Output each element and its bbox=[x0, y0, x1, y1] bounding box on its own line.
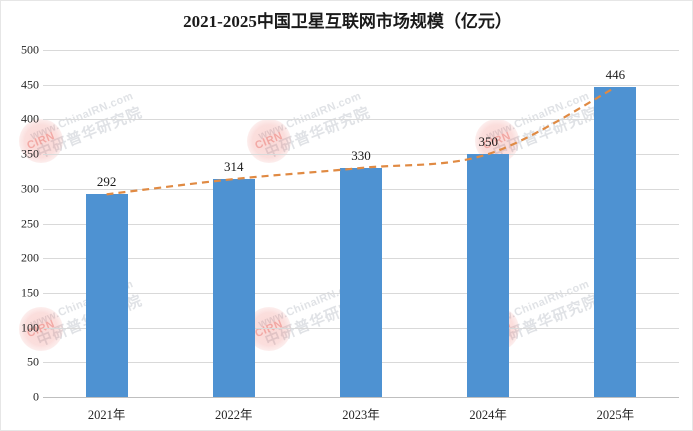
y-axis-tick-label: 150 bbox=[21, 285, 39, 300]
x-axis-tick-label: 2021年 bbox=[87, 408, 126, 422]
gridline bbox=[43, 119, 679, 121]
gridline bbox=[43, 84, 679, 86]
bar-value-label: 292 bbox=[96, 174, 117, 190]
bar[interactable] bbox=[85, 194, 128, 397]
bar-value-label: 350 bbox=[478, 134, 498, 150]
y-axis-tick-label: 400 bbox=[21, 111, 39, 126]
y-axis-tick-label: 0 bbox=[33, 389, 39, 404]
bar-value-label: 330 bbox=[351, 147, 371, 163]
x-axis: 2021年 2022年 2023年 2024年 2025年 bbox=[43, 400, 679, 428]
y-axis: 0 50 100 150 200 250 300 350 400 450 500 bbox=[1, 43, 39, 404]
x-axis-tick-label: 2022年 bbox=[215, 408, 253, 422]
y-axis-tick-label: 50 bbox=[27, 354, 39, 369]
plot-area: 292 314 330 350 446 bbox=[43, 50, 679, 398]
x-axis-tick-label: 2023年 bbox=[342, 408, 380, 422]
bar[interactable] bbox=[467, 154, 510, 397]
y-axis-tick-label: 350 bbox=[21, 146, 39, 161]
bar[interactable] bbox=[594, 87, 637, 397]
bar[interactable] bbox=[340, 167, 382, 397]
gridline bbox=[43, 50, 679, 51]
y-axis-tick-label: 500 bbox=[21, 42, 39, 57]
y-axis-tick-label: 450 bbox=[21, 77, 39, 92]
bar-value-label: 314 bbox=[224, 159, 244, 175]
bar[interactable] bbox=[212, 179, 255, 397]
x-axis-tick-label: 2024年 bbox=[469, 408, 507, 422]
chart-title: 2021-2025中国卫星互联网市场规模（亿元） bbox=[183, 12, 512, 31]
y-axis-tick-label: 300 bbox=[21, 181, 39, 196]
y-axis-tick-label: 200 bbox=[21, 250, 39, 265]
bar-value-label: 446 bbox=[605, 67, 626, 83]
y-axis-tick-label: 250 bbox=[21, 216, 39, 230]
y-axis-tick-label: 100 bbox=[21, 320, 39, 335]
gridline bbox=[43, 397, 679, 398]
x-axis-tick-label: 2025年 bbox=[596, 408, 635, 422]
